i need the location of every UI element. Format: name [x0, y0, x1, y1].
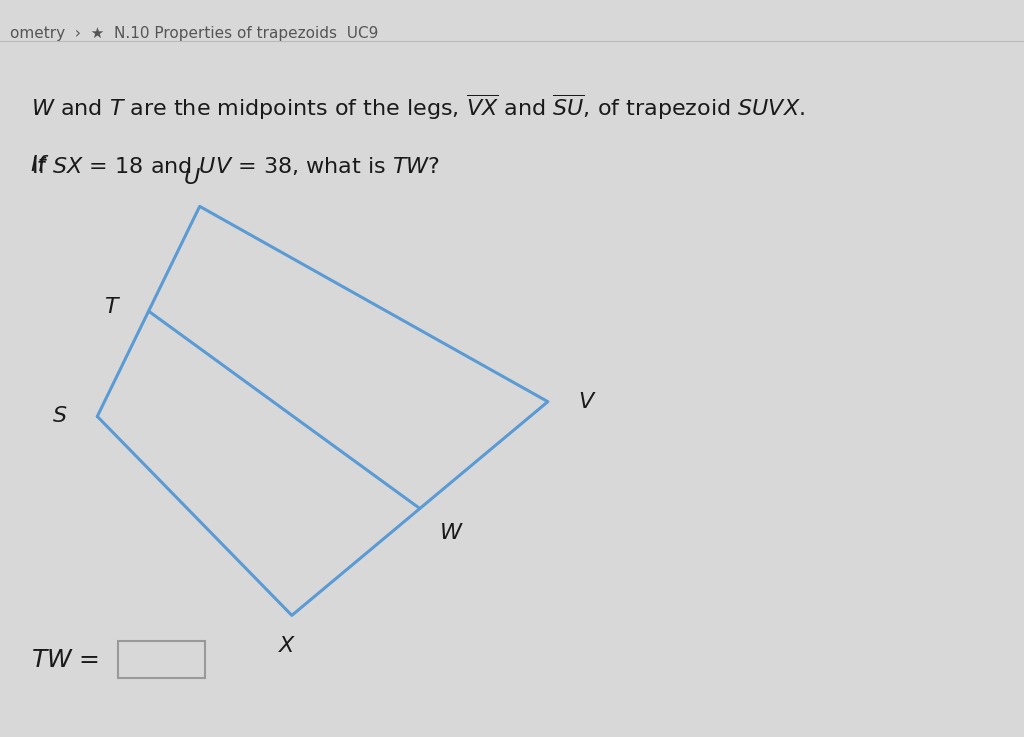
Text: ometry  ›  ★  N.10 Properties of trapezoids  UC9: ometry › ★ N.10 Properties of trapezoids…: [10, 26, 379, 41]
Text: T: T: [104, 297, 118, 318]
Text: W: W: [440, 523, 462, 543]
Text: S: S: [52, 406, 67, 427]
Text: X: X: [280, 635, 294, 656]
Text: $W$ and $T$ are the midpoints of the legs, $\overline{VX}$ and $\overline{SU}$, : $W$ and $T$ are the midpoints of the leg…: [31, 92, 805, 122]
Text: If $SX$ = 18 and $UV$ = 38, what is $TW$?: If $SX$ = 18 and $UV$ = 38, what is $TW$…: [31, 155, 440, 177]
FancyBboxPatch shape: [118, 641, 205, 678]
Text: $TW$ =: $TW$ =: [31, 648, 99, 671]
Text: V: V: [579, 391, 594, 412]
Text: U: U: [183, 168, 200, 188]
Text: If: If: [31, 155, 52, 175]
